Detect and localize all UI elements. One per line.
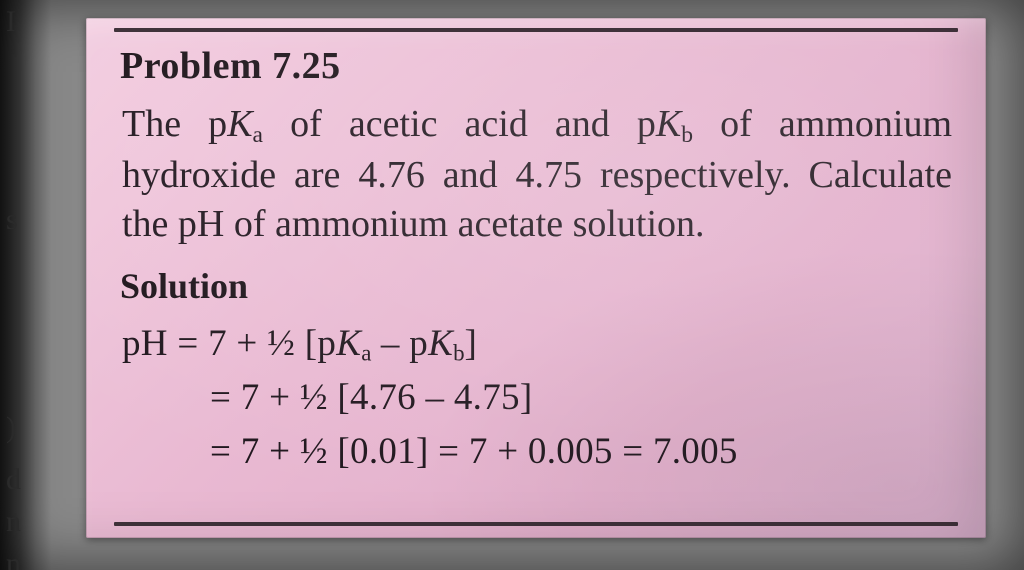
sub-a: a (253, 122, 263, 148)
var-Ka: K (227, 103, 252, 145)
left-gutter: I s ) d n n (0, 0, 56, 570)
gutter-glyph: ) (6, 408, 16, 447)
text-frag: = 7 + (210, 431, 300, 472)
sub-a: a (361, 341, 371, 366)
text-frag: [p (295, 323, 336, 364)
solution-math: pH = 7 + ½ [pKa – pKb] = 7 + ½ [4.76 – 4… (120, 317, 952, 478)
gutter-glyph: n (6, 502, 21, 541)
sub-b: b (453, 341, 464, 366)
sub-b: b (681, 122, 693, 148)
top-rule (114, 28, 958, 32)
half-glyph: ½ (300, 431, 328, 472)
var-Ka: K (336, 323, 361, 364)
gutter-glyph: d (6, 460, 21, 499)
bottom-rule (114, 522, 958, 526)
solution-heading: Solution (120, 265, 952, 307)
gutter-glyph: n (6, 544, 21, 570)
text-frag: [4.76 – 4.75] (328, 377, 533, 418)
text-frag: pH = 7 + (122, 323, 267, 364)
math-line-1: pH = 7 + ½ [pKa – pKb] (122, 317, 952, 371)
gutter-glyph: I (6, 2, 16, 41)
text-frag: – p (371, 323, 428, 364)
math-line-2: = 7 + ½ [4.76 – 4.75] (122, 371, 952, 425)
problem-title: Problem 7.25 (120, 44, 952, 88)
text-frag: of acetic acid and p (263, 103, 656, 145)
text-frag: = 7 + (210, 377, 300, 418)
text-frag: [0.01] = 7 + 0.005 = 7.005 (328, 431, 738, 472)
half-glyph: ½ (267, 323, 295, 364)
text-frag: The p (122, 103, 227, 145)
var-Kb: K (656, 103, 681, 145)
math-line-3: = 7 + ½ [0.01] = 7 + 0.005 = 7.005 (122, 425, 952, 479)
page-background: I s ) d n n Problem 7.25 The pKa of acet… (0, 0, 1024, 570)
problem-card: Problem 7.25 The pKa of acetic acid and … (86, 18, 986, 538)
text-frag: ] (465, 323, 478, 364)
half-glyph: ½ (300, 377, 328, 418)
var-Kb: K (428, 323, 453, 364)
problem-statement: The pKa of acetic acid and pKb of ammoni… (122, 100, 952, 249)
gutter-glyph: s (6, 200, 18, 239)
